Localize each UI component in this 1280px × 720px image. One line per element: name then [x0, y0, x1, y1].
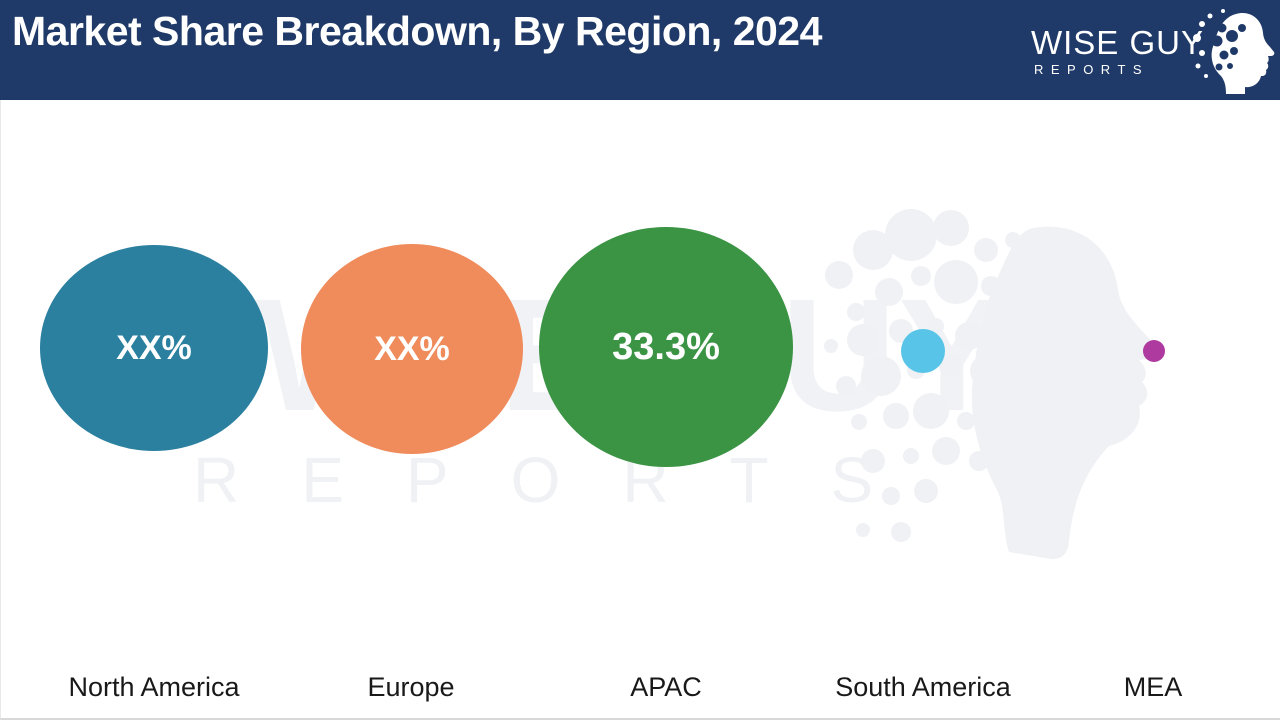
category-label-apac: APAC — [630, 672, 702, 702]
category-label-south-america: South America — [835, 672, 1011, 702]
watermark-head-icon — [824, 209, 1159, 560]
bubble-apac: 33.3% — [539, 227, 793, 467]
bubble-europe: XX% — [301, 244, 523, 454]
brand-logo: WISE GUY REPORTS — [1031, 6, 1276, 96]
wise-guy-head-icon — [1193, 9, 1275, 95]
bubble-north-america: XX% — [40, 245, 268, 451]
watermark-tagline-text: REPORTS — [193, 444, 936, 516]
bubble-value-label: XX% — [374, 329, 450, 368]
bubble-chart: WISE GUY REPORTS XX% XX% — [0, 100, 1280, 720]
header-bar: Market Share Breakdown, By Region, 2024 … — [0, 0, 1280, 100]
bubble-value-label: 33.3% — [612, 325, 720, 368]
brand-tagline: REPORTS — [1033, 62, 1150, 78]
brand-name: WISE GUY — [1030, 23, 1204, 61]
bubble-value-label: XX% — [116, 328, 192, 367]
page-title: Market Share Breakdown, By Region, 2024 — [12, 8, 822, 54]
category-label-europe: Europe — [367, 672, 455, 702]
bubble-south-america — [901, 329, 945, 373]
category-label-mea: MEA — [1123, 672, 1183, 702]
bubble-mea — [1143, 340, 1165, 362]
category-label-north-america: North America — [68, 672, 240, 702]
brand-logo-text: WISE GUY REPORTS — [1030, 23, 1204, 78]
